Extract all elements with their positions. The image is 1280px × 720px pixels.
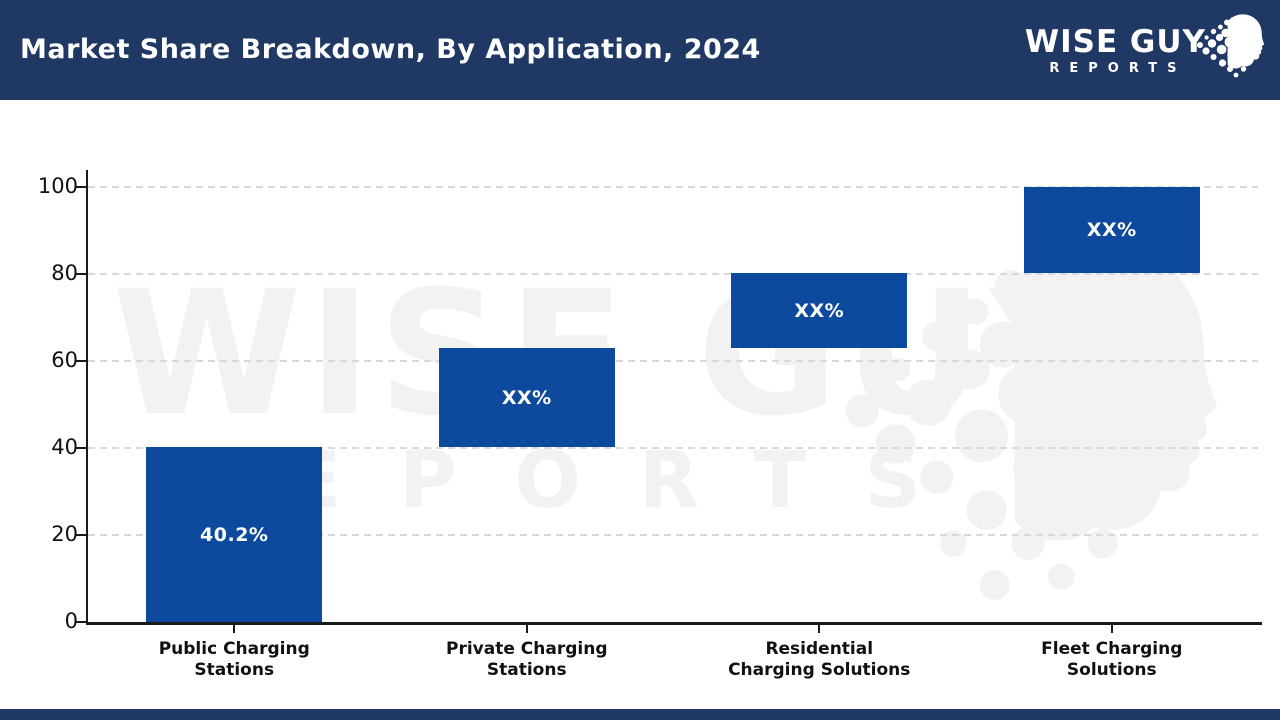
y-tick-label-100: 100 — [37, 174, 78, 198]
dotted-head-icon — [1197, 14, 1265, 78]
x-category-label-3: Residential Charging Solutions — [689, 639, 949, 682]
bar-4: XX% — [1023, 187, 1200, 274]
x-category-label-line: Private Charging — [446, 639, 608, 659]
x-tick-mark-1 — [233, 625, 236, 633]
y-tick-mark-100 — [76, 186, 86, 188]
gridline-60 — [88, 360, 1258, 362]
x-category-label-line: Public Charging — [158, 639, 310, 659]
brand-logo: WISE GUY REPORTS — [1025, 8, 1268, 94]
bar-value-label: 40.2% — [200, 523, 269, 546]
y-tick-label-0: 0 — [64, 609, 78, 633]
dotted-head-face — [1227, 14, 1265, 69]
y-tick-mark-80 — [76, 273, 86, 275]
y-axis-line — [86, 170, 88, 625]
x-category-label-line: Charging Solutions — [728, 660, 911, 681]
x-tick-mark-3 — [818, 625, 821, 633]
x-category-label-4: Fleet Charging Solutions — [982, 639, 1242, 682]
gridline-40 — [88, 447, 1258, 449]
x-tick-mark-2 — [525, 625, 528, 633]
plot-area: 0 20 40 60 80 100 40.2% Public Charging Stations… — [0, 100, 1280, 709]
y-tick-label-20: 20 — [51, 522, 78, 546]
brand-logo-wiseguy: WISE GUY — [1024, 24, 1206, 61]
y-tick-mark-20 — [76, 534, 86, 536]
brand-logo-text: WISE GUY REPORTS — [1025, 26, 1206, 76]
y-tick-mark-0 — [76, 621, 86, 623]
bar-value-label: XX% — [1086, 219, 1137, 242]
page-title: Market Share Breakdown, By Application, … — [20, 34, 761, 65]
x-category-label-2: Private Charging Stations — [397, 639, 657, 682]
y-tick-label-40: 40 — [51, 435, 78, 459]
y-tick-mark-40 — [76, 447, 86, 449]
x-category-label-line: Stations — [486, 660, 567, 681]
x-category-label-line: Residential — [765, 639, 874, 659]
x-category-label-1: Public Charging Stations — [104, 639, 364, 682]
x-category-label-line: Fleet Charging — [1041, 639, 1183, 659]
y-tick-label-80: 80 — [51, 261, 78, 285]
bar-2: XX% — [438, 347, 615, 448]
brand-logo-reports: REPORTS — [1049, 60, 1187, 76]
header-bar: Market Share Breakdown, By Application, … — [0, 0, 1280, 100]
bar-value-label: XX% — [794, 299, 845, 322]
bar-3: XX% — [731, 273, 908, 348]
x-tick-mark-4 — [1110, 625, 1113, 633]
x-category-label-line: Solutions — [1066, 660, 1157, 681]
bar-1: 40.2% — [146, 447, 323, 622]
bar-value-label: XX% — [501, 386, 552, 409]
y-tick-mark-60 — [76, 360, 86, 362]
gridline-20 — [88, 534, 1258, 536]
footer-bar — [0, 709, 1280, 720]
x-axis-line — [86, 622, 1262, 625]
gridline-80 — [88, 273, 1258, 275]
y-tick-label-60: 60 — [51, 348, 78, 372]
x-category-label-line: Stations — [194, 660, 275, 681]
gridline-100 — [88, 186, 1258, 188]
